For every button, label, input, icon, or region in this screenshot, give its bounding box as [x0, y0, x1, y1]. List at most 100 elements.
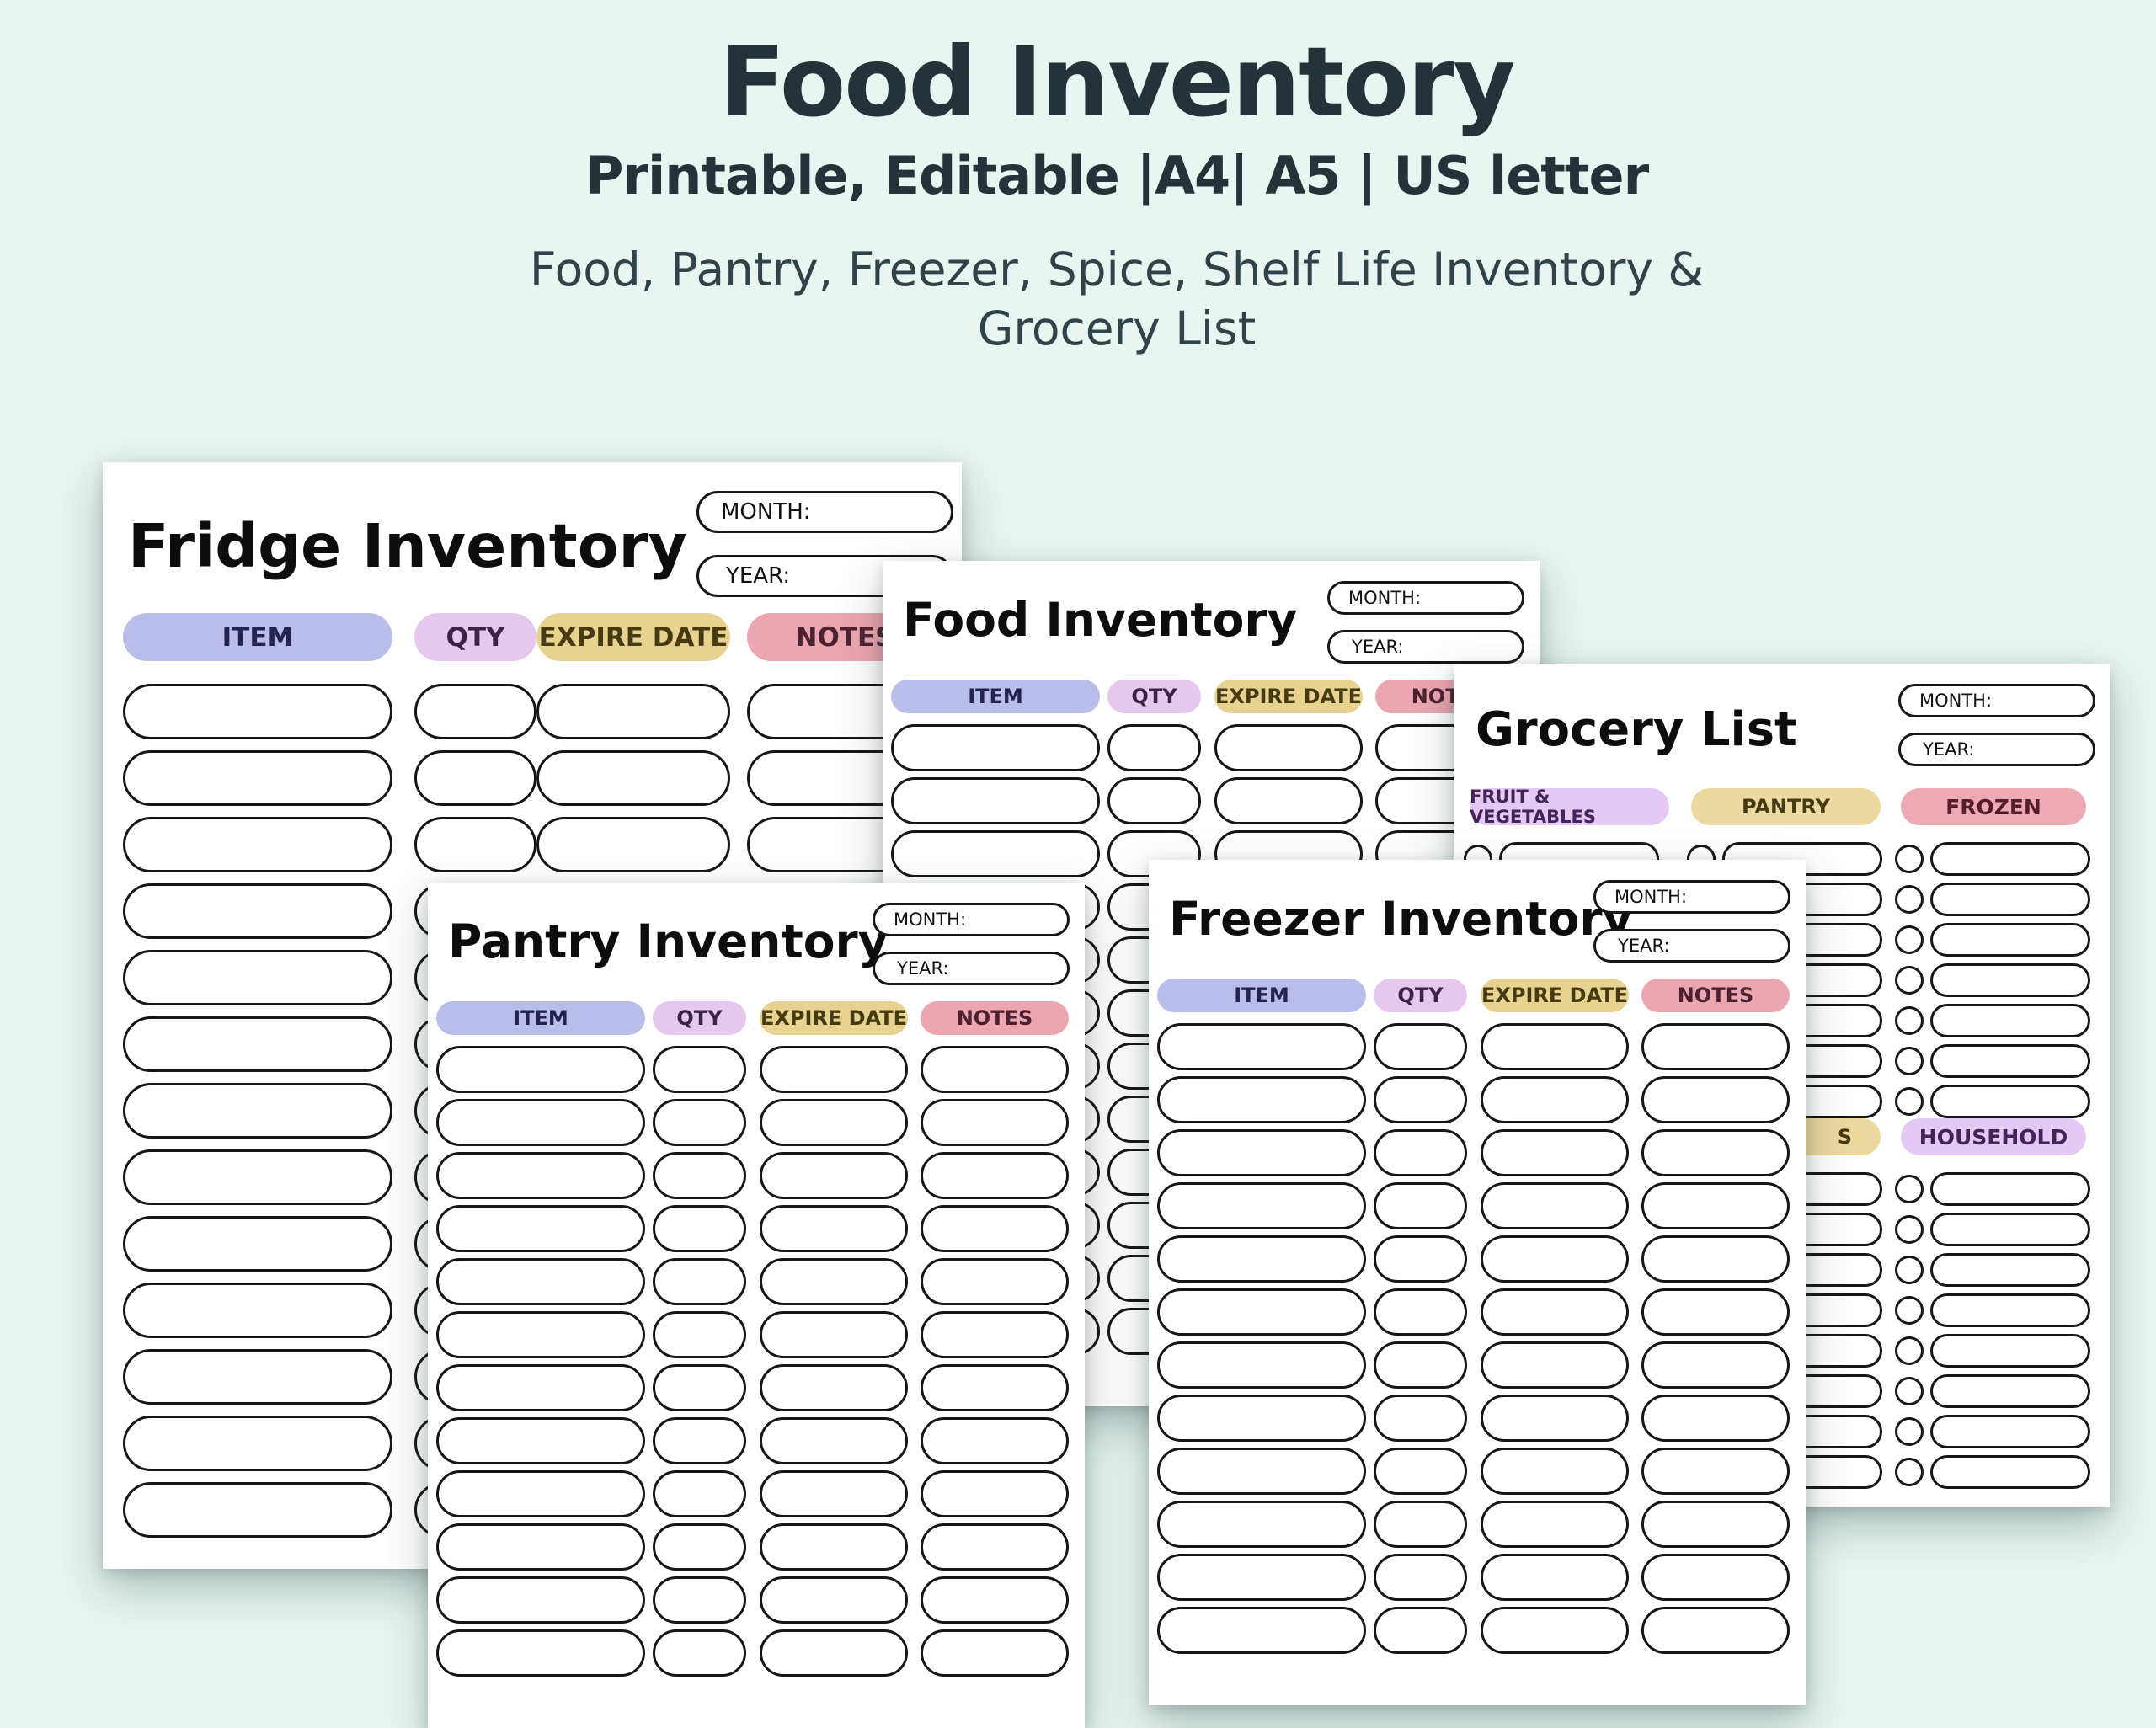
expire-date-field	[760, 1311, 908, 1358]
notes-field	[1641, 1341, 1790, 1389]
page-subtitle: Printable, Editable |A4| A5 | US letter	[585, 144, 1649, 206]
checkbox-circle	[1895, 1006, 1924, 1035]
item-field	[1157, 1288, 1366, 1336]
qty-field	[1374, 1501, 1467, 1548]
grocery-item-field	[1930, 923, 2090, 957]
sheet-pantry-inventory: Pantry Inventory MONTH: YEAR: ITEM QTY E…	[428, 883, 1085, 1728]
item-field	[436, 1629, 645, 1677]
qty-field	[1374, 1554, 1467, 1601]
item-field	[123, 1149, 392, 1205]
grocery-item-field	[1930, 1085, 2090, 1118]
item-field	[1157, 1554, 1366, 1601]
inventory-row	[883, 777, 1540, 824]
qty-field	[653, 1629, 746, 1677]
row-list	[428, 1046, 1085, 1683]
month-label: MONTH:	[1348, 588, 1422, 608]
inventory-row	[1149, 1554, 1806, 1601]
item-field	[1157, 1076, 1366, 1123]
category-pantry: PANTRY	[1691, 788, 1881, 825]
grocery-item-field	[1930, 1415, 2090, 1448]
inventory-row	[428, 1523, 1085, 1571]
qty-field	[1374, 1023, 1467, 1070]
item-field	[436, 1258, 645, 1305]
month-label: MONTH:	[1919, 691, 1993, 711]
expire-date-field	[1481, 1448, 1629, 1495]
qty-field	[1374, 1448, 1467, 1495]
notes-field	[1641, 1395, 1790, 1442]
item-field	[1157, 1395, 1366, 1442]
expire-date-field	[1481, 1182, 1629, 1229]
item-field	[123, 1482, 392, 1538]
page-title: Food Inventory	[719, 26, 1516, 138]
checkbox-circle	[1895, 1417, 1924, 1446]
inventory-row	[883, 724, 1540, 771]
qty-field	[1374, 1182, 1467, 1229]
qty-field	[414, 817, 536, 872]
notes-field	[921, 1311, 1069, 1358]
item-field	[436, 1417, 645, 1464]
grocery-item-field	[1930, 1334, 2090, 1368]
expire-date-field	[760, 1152, 908, 1199]
checkbox-circle	[1895, 1458, 1924, 1486]
year-label: YEAR:	[1923, 739, 1975, 760]
month-label: MONTH:	[894, 909, 967, 930]
expire-date-field	[1481, 1129, 1629, 1176]
qty-field	[653, 1258, 746, 1305]
expire-date-field	[760, 1470, 908, 1517]
inventory-row	[1149, 1129, 1806, 1176]
expire-date-field	[760, 1364, 908, 1411]
item-field	[1157, 1607, 1366, 1654]
hero-header: Food Inventory Printable, Editable |A4| …	[376, 32, 1858, 358]
row-list	[1149, 1023, 1806, 1660]
item-field	[123, 817, 392, 872]
expire-date-field	[760, 1258, 908, 1305]
column-header-item: ITEM	[891, 680, 1100, 713]
grocery-item-field	[1930, 1213, 2090, 1246]
inventory-row	[428, 1364, 1085, 1411]
sheet-title: Fridge Inventory	[128, 511, 687, 581]
year-field: YEAR:	[1593, 929, 1790, 963]
notes-field	[1641, 1076, 1790, 1123]
expire-date-field	[536, 817, 730, 872]
column-header-item: ITEM	[1157, 979, 1366, 1012]
item-field	[436, 1523, 645, 1571]
inventory-row	[428, 1099, 1085, 1146]
notes-field	[1641, 1288, 1790, 1336]
checkbox-circle	[1895, 1047, 1924, 1075]
column-header-notes: NOTES	[921, 1001, 1069, 1035]
item-field	[891, 830, 1100, 877]
year-field: YEAR:	[1327, 630, 1524, 664]
checkbox-circle	[1895, 1256, 1924, 1284]
column-header-expire: EXPIRE DATE	[1481, 979, 1629, 1012]
notes-field	[921, 1470, 1069, 1517]
inventory-row	[428, 1629, 1085, 1677]
item-field	[436, 1364, 645, 1411]
inventory-row	[428, 1311, 1085, 1358]
month-label: MONTH:	[1614, 887, 1688, 907]
month-field: MONTH:	[696, 491, 953, 533]
grocery-item-field	[1930, 963, 2090, 997]
inventory-row	[428, 1046, 1085, 1093]
inventory-row	[1149, 1501, 1806, 1548]
expire-date-field	[760, 1523, 908, 1571]
expire-date-field	[1481, 1607, 1629, 1654]
qty-field	[653, 1523, 746, 1571]
notes-field	[921, 1152, 1069, 1199]
inventory-row	[1149, 1076, 1806, 1123]
notes-field	[921, 1364, 1069, 1411]
month-field: MONTH:	[1898, 684, 2095, 717]
column-header-notes: NOTES	[1641, 979, 1790, 1012]
expire-date-field	[760, 1046, 908, 1093]
qty-field	[653, 1205, 746, 1252]
item-field	[1157, 1235, 1366, 1283]
expire-date-field	[1481, 1235, 1629, 1283]
notes-field	[1641, 1023, 1790, 1070]
expire-date-field	[1214, 777, 1363, 824]
qty-field	[653, 1417, 746, 1464]
qty-field	[653, 1152, 746, 1199]
notes-field	[921, 1417, 1069, 1464]
item-field	[891, 777, 1100, 824]
sheet-title: Grocery List	[1476, 702, 1797, 757]
qty-field	[1374, 1129, 1467, 1176]
item-field	[123, 750, 392, 806]
